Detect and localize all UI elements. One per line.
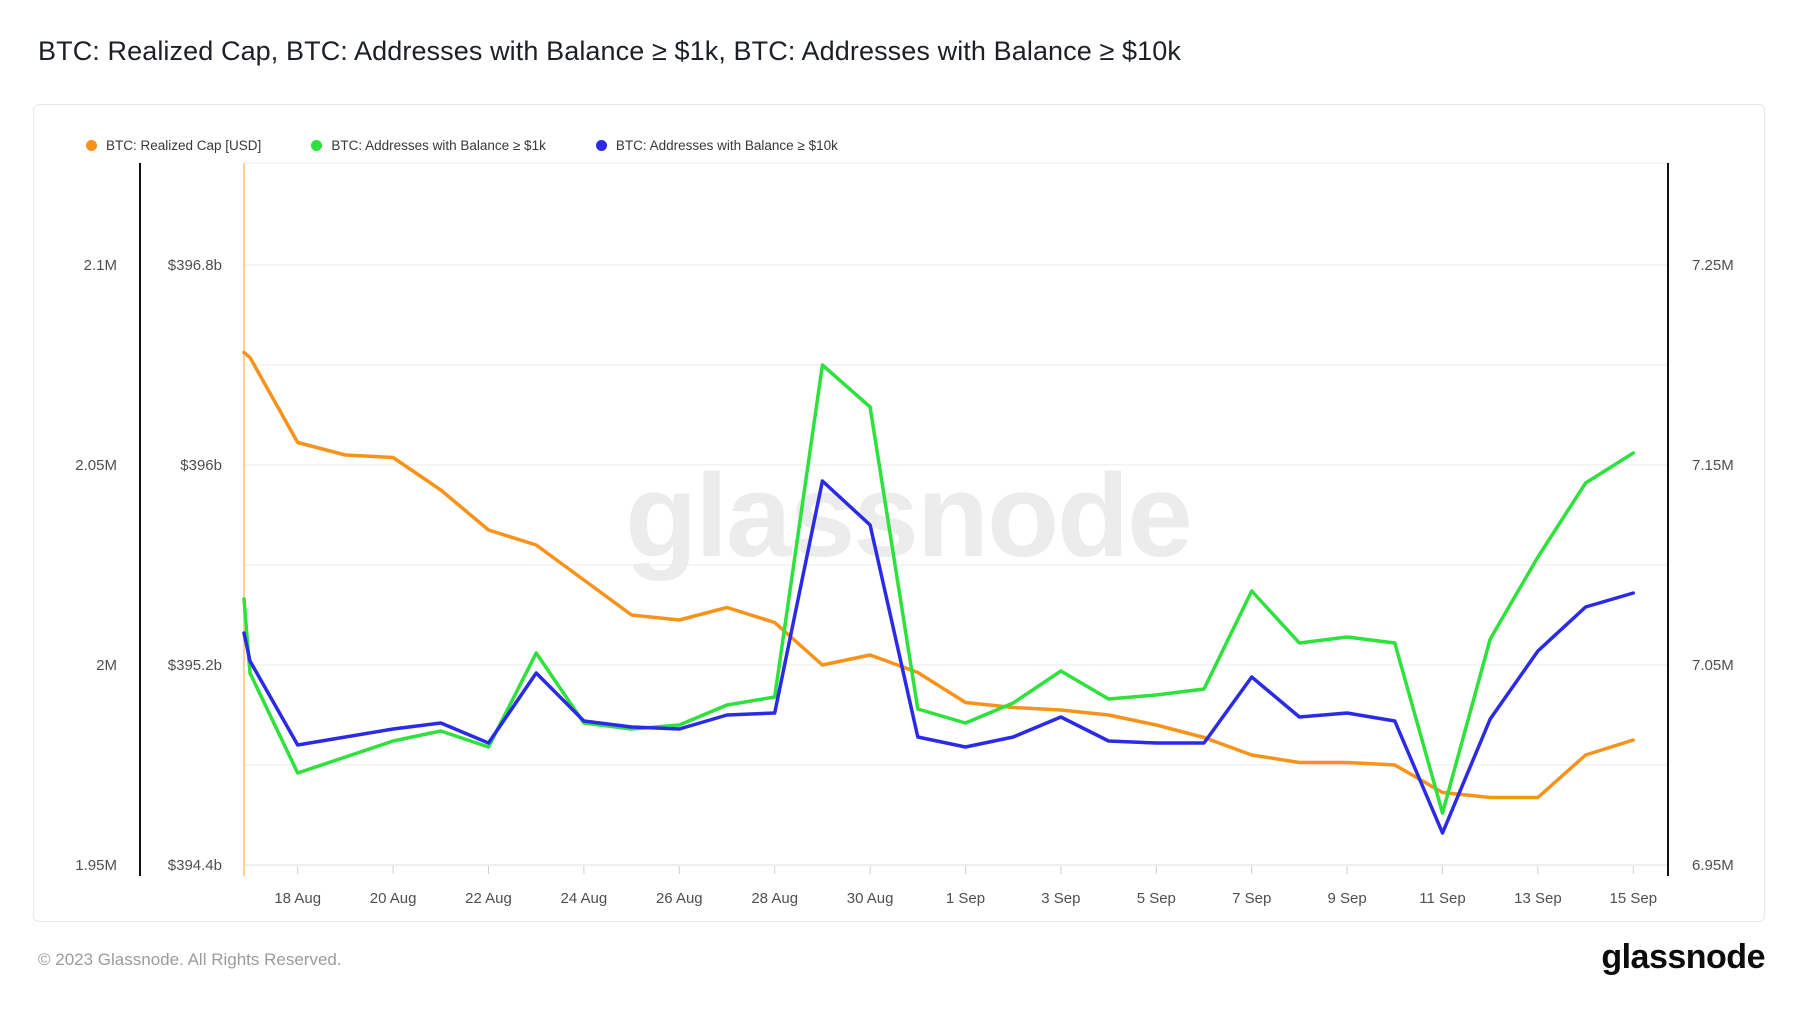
glassnode-logo: glassnode bbox=[1601, 938, 1765, 976]
series-line-0 bbox=[242, 350, 1636, 800]
legend-dot-icon bbox=[86, 140, 97, 151]
x-tick-label: 18 Aug bbox=[274, 890, 321, 907]
left-inner-tick-label: $394.4b bbox=[168, 857, 222, 874]
x-tick-label: 15 Sep bbox=[1610, 890, 1658, 907]
right-tick-label: 6.95M bbox=[1692, 857, 1734, 874]
x-tick-label: 30 Aug bbox=[847, 890, 894, 907]
right-tick-label: 7.05M bbox=[1692, 657, 1734, 674]
x-tick-label: 11 Sep bbox=[1419, 890, 1465, 907]
series-line-1 bbox=[242, 363, 1636, 815]
watermark-text: glassnode bbox=[625, 450, 1191, 582]
legend-dot-icon bbox=[595, 140, 607, 151]
x-tick-label: 20 Aug bbox=[370, 890, 417, 907]
x-tick-label: 22 Aug bbox=[465, 890, 512, 907]
legend-item-label: BTC: Addresses with Balance ≥ $10k bbox=[615, 138, 838, 153]
left-outer-tick-label: 2M bbox=[96, 657, 117, 674]
left-inner-tick-label: $395.2b bbox=[168, 657, 222, 674]
x-tick-label: 26 Aug bbox=[656, 890, 703, 907]
left-outer-tick-label: 2.05M bbox=[75, 457, 117, 474]
left-inner-tick-label: $396.8b bbox=[168, 257, 222, 274]
left-inner-tick-label: $396b bbox=[180, 457, 222, 474]
x-tick-label: 13 Sep bbox=[1514, 890, 1562, 907]
legend-item-label: BTC: Realized Cap [USD] bbox=[106, 138, 262, 153]
x-tick-label: 5 Sep bbox=[1137, 890, 1176, 907]
right-tick-label: 7.15M bbox=[1692, 457, 1734, 474]
right-tick-label: 7.25M bbox=[1692, 257, 1734, 274]
x-tick-label: 1 Sep bbox=[946, 890, 985, 907]
series-line-2 bbox=[242, 479, 1636, 835]
legend-item-2[interactable]: BTC: Addresses with Balance ≥ $10k bbox=[595, 138, 838, 153]
left-outer-tick-label: 1.95M bbox=[75, 857, 117, 874]
plot-area[interactable] bbox=[244, 163, 1668, 865]
page-title: BTC: Realized Cap, BTC: Addresses with B… bbox=[38, 36, 1181, 66]
legend-dot-icon bbox=[311, 140, 323, 151]
x-tick-label: 7 Sep bbox=[1232, 890, 1271, 907]
legend-item-label: BTC: Addresses with Balance ≥ $1k bbox=[331, 138, 546, 153]
x-tick-label: 28 Aug bbox=[751, 890, 798, 907]
copyright-text: © 2023 Glassnode. All Rights Reserved. bbox=[38, 950, 342, 969]
left-outer-tick-label: 2.1M bbox=[84, 257, 117, 274]
legend-item-0[interactable]: BTC: Realized Cap [USD] bbox=[86, 138, 261, 153]
x-tick-label: 24 Aug bbox=[561, 890, 608, 907]
x-tick-label: 3 Sep bbox=[1041, 890, 1080, 907]
x-tick-label: 9 Sep bbox=[1327, 890, 1366, 907]
chart-legend: BTC: Realized Cap [USD] BTC: Addresses wi… bbox=[86, 138, 838, 153]
chart-card: BTC: Realized Cap [USD] BTC: Addresses wi… bbox=[33, 104, 1765, 922]
legend-item-1[interactable]: BTC: Addresses with Balance ≥ $1k bbox=[311, 138, 546, 153]
